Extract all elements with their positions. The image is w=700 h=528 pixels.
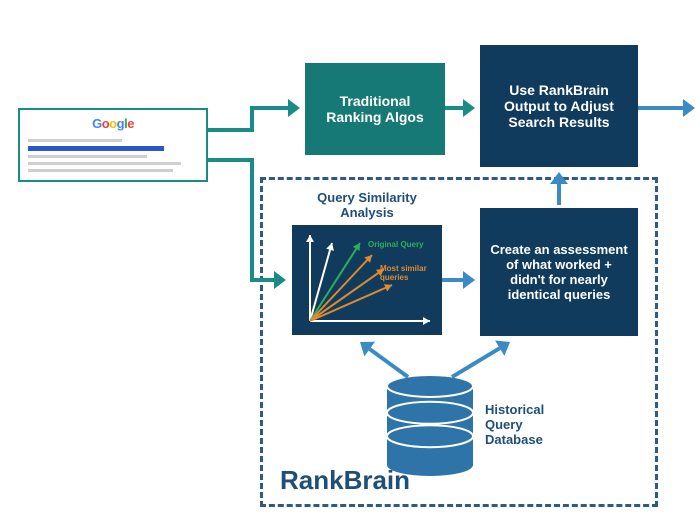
svg-text:Original Query: Original Query [368,240,424,249]
svg-text:Most similar: Most similar [380,264,427,273]
assessment-box: Create an assessment of what worked + di… [480,208,638,336]
result-line [28,162,181,165]
edge-g_to_trad-head [288,99,300,117]
qsa-vectors-icon: Original Query Most similarqueries [292,225,442,335]
database-icon [385,375,475,477]
qsa-title: Query Similarity Analysis [292,190,442,220]
traditional-ranking-box: Traditional Ranking Algos [305,63,445,155]
database-label: Historical Query Database [485,402,575,447]
result-line [28,139,122,142]
result-line [28,146,164,151]
assessment-box-label: Create an assessment of what worked + di… [488,242,630,302]
edge-use_to_out-head [683,99,695,117]
result-line [28,169,173,172]
edge-g_to_trad [208,108,288,130]
qsa-chart: Original Query Most similarqueries [292,225,442,335]
use-rankbrain-box-label: Use RankBrain Output to Adjust Search Re… [488,82,630,130]
result-line [28,155,147,158]
google-results-card: Google [18,108,208,182]
svg-text:queries: queries [380,273,409,282]
edge-trad_to_use-head [463,99,475,117]
use-rankbrain-box: Use RankBrain Output to Adjust Search Re… [480,45,638,167]
traditional-ranking-box-label: Traditional Ranking Algos [313,93,437,125]
google-logo: Google [28,116,198,131]
